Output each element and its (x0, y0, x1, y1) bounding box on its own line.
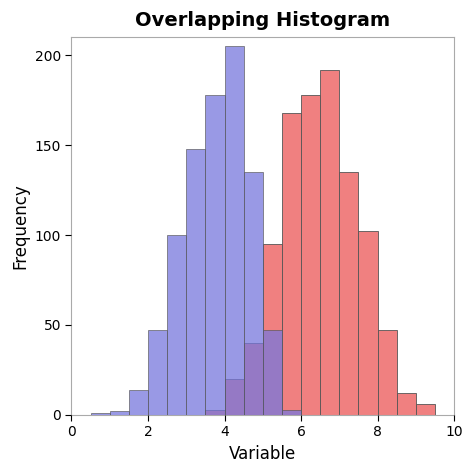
Bar (244, 343, 263, 415)
X-axis label: Variable: Variable (229, 445, 296, 463)
Bar (358, 231, 378, 415)
Bar (263, 330, 282, 415)
Bar (244, 172, 263, 415)
Bar (282, 410, 301, 415)
Bar (225, 379, 244, 415)
Bar (263, 244, 282, 415)
Bar (282, 113, 301, 415)
Bar (301, 95, 320, 415)
Bar (129, 390, 148, 415)
Bar (378, 330, 397, 415)
Bar (225, 46, 244, 415)
Bar (186, 149, 205, 415)
Bar (91, 413, 109, 415)
Y-axis label: Frequency: Frequency (11, 183, 29, 269)
Bar (397, 393, 416, 415)
Bar (339, 172, 358, 415)
Bar (109, 411, 129, 415)
Bar (320, 70, 339, 415)
Bar (205, 410, 225, 415)
Bar (148, 330, 167, 415)
Title: Overlapping Histogram: Overlapping Histogram (135, 11, 390, 30)
Bar (416, 404, 435, 415)
Bar (167, 235, 186, 415)
Bar (205, 95, 225, 415)
